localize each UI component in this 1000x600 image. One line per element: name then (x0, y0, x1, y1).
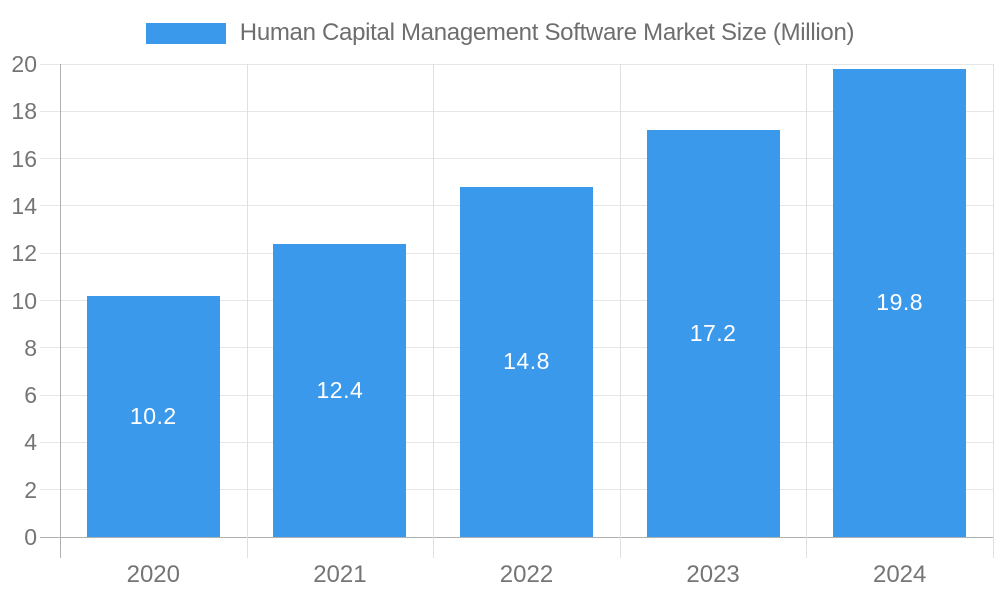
y-tick-label: 0 (24, 524, 37, 550)
y-tick-label: 18 (11, 98, 37, 125)
bar-value-label: 17.2 (689, 320, 737, 347)
y-gridline (40, 110, 993, 112)
y-tick-label: 8 (24, 334, 37, 361)
chart-title: Human Capital Management Software Market… (239, 19, 855, 46)
category-gridline (619, 64, 621, 558)
bar-value-label: 19.8 (876, 289, 924, 316)
legend: Human Capital Management Software Market… (0, 19, 1000, 46)
bar-2020: 10.2 (86, 295, 220, 537)
x-tick-label: 2023 (686, 561, 740, 588)
bar-2022: 14.8 (460, 186, 593, 537)
y-tick-label: 14 (11, 192, 37, 219)
x-tick-label: 2022 (499, 561, 554, 588)
category-gridline (806, 64, 808, 558)
legend-swatch (145, 22, 226, 44)
x-tick-label: 2021 (313, 561, 367, 588)
bar-value-label: 12.4 (316, 376, 364, 403)
category-gridline (433, 64, 435, 558)
y-tick-label: 10 (11, 287, 37, 314)
y-tick-label: 12 (11, 240, 37, 267)
bar-value-label: 14.8 (503, 348, 550, 375)
y-tick-label: 6 (24, 382, 37, 409)
bar-2023: 17.2 (646, 130, 780, 537)
bar-2021: 12.4 (273, 243, 407, 537)
y-tick-label: 16 (11, 145, 37, 172)
y-tick-label: 2 (24, 476, 37, 503)
bar-2024: 19.8 (833, 68, 967, 537)
x-axis-baseline (40, 536, 993, 538)
category-gridline (246, 64, 248, 558)
y-axis-line (60, 64, 61, 558)
y-gridline (40, 158, 993, 160)
y-tick-label: 4 (24, 429, 37, 456)
category-gridline (993, 64, 994, 558)
y-gridline (40, 63, 993, 65)
bar-value-label: 10.2 (129, 402, 177, 429)
x-tick-label: 2020 (126, 561, 180, 588)
x-tick-label: 2024 (872, 561, 927, 588)
y-tick-label: 20 (11, 51, 37, 77)
